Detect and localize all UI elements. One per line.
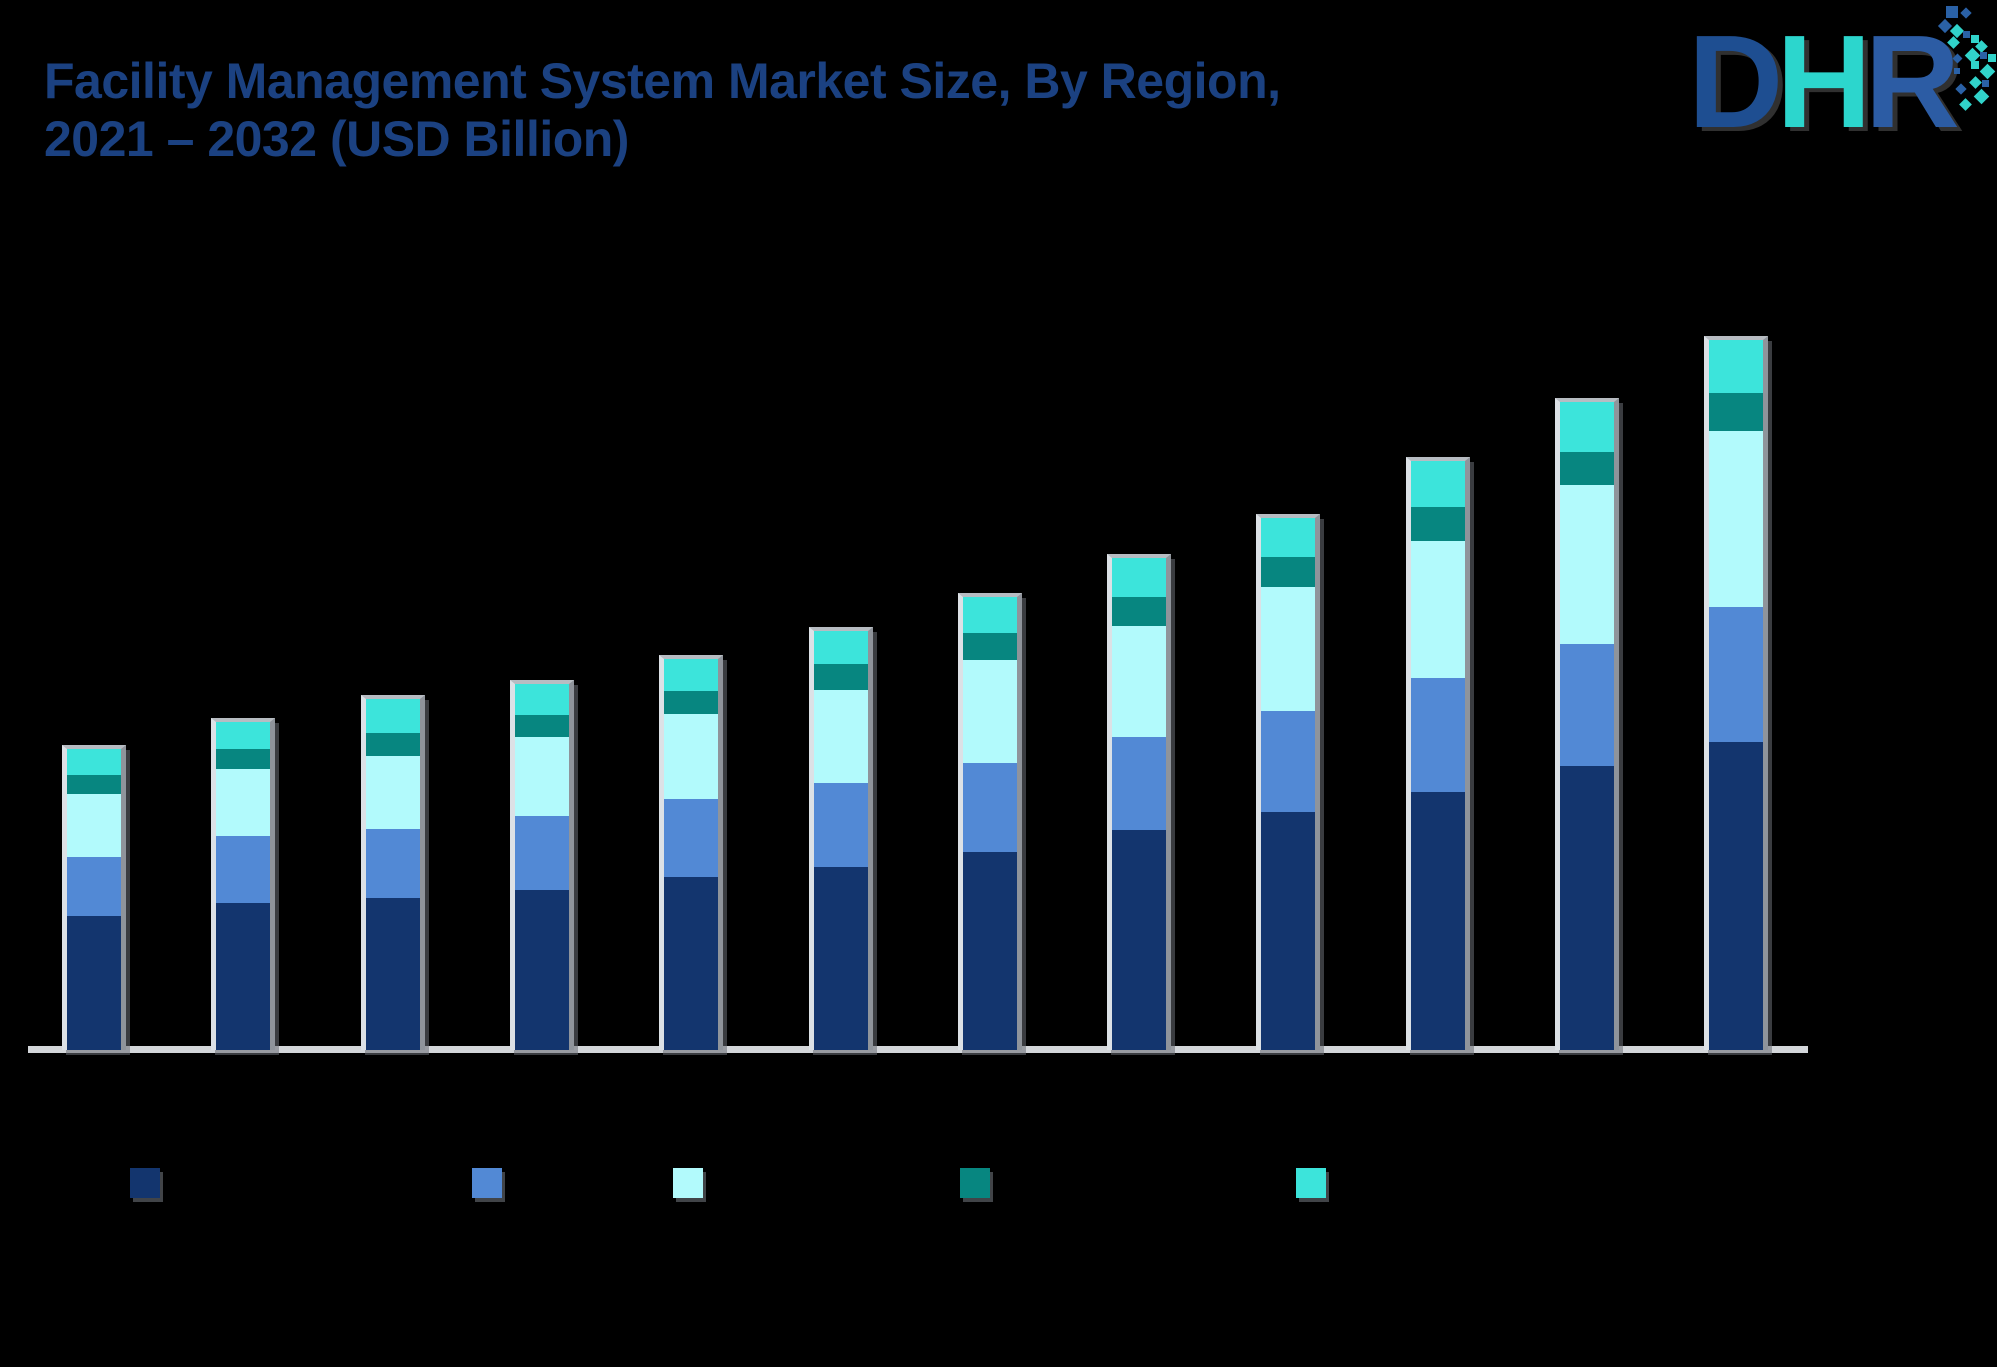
logo-sparkle-dot-icon <box>1954 68 1960 74</box>
bar-2022 <box>211 718 275 1050</box>
bar-2031 <box>1555 398 1619 1050</box>
bar-2030-segment-1 <box>1411 792 1465 1050</box>
logo-sparkle-dot-icon <box>1946 6 1958 18</box>
bar-2032-segment-3 <box>1709 431 1763 607</box>
bar-2021-segment-1 <box>67 916 121 1050</box>
bar-2030-segment-2 <box>1411 678 1465 792</box>
bar-2027-segment-2 <box>963 763 1017 852</box>
bar-2026-segment-1 <box>814 867 868 1050</box>
bar-2024-segment-1 <box>515 890 569 1050</box>
bar-2025-segment-3 <box>664 714 718 799</box>
bar-2025 <box>659 655 723 1050</box>
bar-2028-segment-5 <box>1112 558 1166 597</box>
bar-2029-segment-4 <box>1261 557 1315 587</box>
bar-2030-segment-3 <box>1411 541 1465 678</box>
logo-sparkle-dot-icon <box>1971 35 1979 43</box>
bar-2029-segment-1 <box>1261 812 1315 1050</box>
logo-sparkle-dot-icon <box>1988 54 1996 62</box>
logo-sparkle-dot-icon <box>1980 52 1987 59</box>
bar-2030-segment-4 <box>1411 507 1465 541</box>
bar-2021-segment-4 <box>67 775 121 794</box>
bar-2025-segment-5 <box>664 659 718 691</box>
x-axis-line <box>28 1046 1808 1053</box>
bar-2028-segment-3 <box>1112 626 1166 737</box>
bar-2029 <box>1256 514 1320 1050</box>
legend-swatch-5 <box>1296 1168 1326 1198</box>
bar-2021 <box>62 745 126 1050</box>
page-title-line2: 2021 – 2032 (USD Billion) <box>44 111 629 167</box>
bar-2025-segment-1 <box>664 877 718 1050</box>
bar-2032-segment-5 <box>1709 340 1763 393</box>
logo-sparkle-dot-icon <box>1963 31 1970 38</box>
bar-2023-segment-2 <box>366 829 420 898</box>
bar-2021-segment-3 <box>67 794 121 857</box>
bar-2025-segment-2 <box>664 799 718 877</box>
bar-2022-segment-2 <box>216 836 270 903</box>
bar-2022-segment-3 <box>216 769 270 836</box>
bar-2025-segment-4 <box>664 691 718 714</box>
bar-2032 <box>1704 336 1768 1050</box>
bar-2031-segment-4 <box>1560 452 1614 485</box>
bar-2032-segment-4 <box>1709 393 1763 431</box>
bar-2027-segment-1 <box>963 852 1017 1050</box>
bar-2021-segment-2 <box>67 857 121 916</box>
bar-2026-segment-4 <box>814 664 868 690</box>
logo-letter-h: H <box>1776 8 1871 155</box>
legend-swatch-3 <box>673 1168 703 1198</box>
bar-2029-segment-5 <box>1261 518 1315 557</box>
legend-swatch-1 <box>130 1168 160 1198</box>
bar-2022-segment-4 <box>216 749 270 769</box>
bar-2032-segment-1 <box>1709 742 1763 1050</box>
bar-2031-segment-3 <box>1560 485 1614 644</box>
legend-swatch-2 <box>472 1168 502 1198</box>
bar-2023-segment-5 <box>366 699 420 733</box>
bar-2027-segment-3 <box>963 660 1017 763</box>
bar-2027 <box>958 593 1022 1050</box>
bar-2024-segment-5 <box>515 684 569 715</box>
bar-2024 <box>510 680 574 1050</box>
bar-2028-segment-4 <box>1112 597 1166 626</box>
bar-2032-segment-2 <box>1709 607 1763 742</box>
bar-2026-segment-3 <box>814 690 868 783</box>
bar-2031-segment-2 <box>1560 644 1614 766</box>
bar-2028-segment-1 <box>1112 830 1166 1050</box>
bar-2031-segment-5 <box>1560 402 1614 452</box>
bar-2027-segment-4 <box>963 633 1017 660</box>
bar-2023-segment-4 <box>366 733 420 756</box>
bar-2028 <box>1107 554 1171 1050</box>
bar-2030 <box>1406 457 1470 1050</box>
bar-2027-segment-5 <box>963 597 1017 633</box>
brand-logo: DHR <box>1688 2 1997 167</box>
bar-2026 <box>809 627 873 1050</box>
logo-sparkle-dot-icon <box>1982 80 1989 87</box>
bar-2021-segment-5 <box>67 749 121 775</box>
page-title-line1: Facility Management System Market Size, … <box>44 53 1281 109</box>
bar-2022-segment-1 <box>216 903 270 1050</box>
bar-2023-segment-1 <box>366 898 420 1050</box>
bar-2026-segment-2 <box>814 783 868 867</box>
brand-logo-letters: DHR <box>1688 2 1960 162</box>
bar-2029-segment-3 <box>1261 587 1315 711</box>
bar-2031-segment-1 <box>1560 766 1614 1050</box>
legend-swatch-4 <box>960 1168 990 1198</box>
bar-2030-segment-5 <box>1411 461 1465 507</box>
logo-sparkle-dot-icon <box>1971 61 1979 69</box>
logo-letter-d: D <box>1688 8 1783 155</box>
bar-2024-segment-2 <box>515 816 569 890</box>
bar-2024-segment-3 <box>515 737 569 816</box>
bar-2029-segment-2 <box>1261 711 1315 812</box>
bar-2028-segment-2 <box>1112 737 1166 830</box>
bar-2024-segment-4 <box>515 715 569 737</box>
bar-2022-segment-5 <box>216 722 270 749</box>
page-title: Facility Management System Market Size, … <box>44 52 1464 168</box>
bar-2026-segment-5 <box>814 631 868 664</box>
bar-2023 <box>361 695 425 1050</box>
bar-2023-segment-3 <box>366 756 420 829</box>
